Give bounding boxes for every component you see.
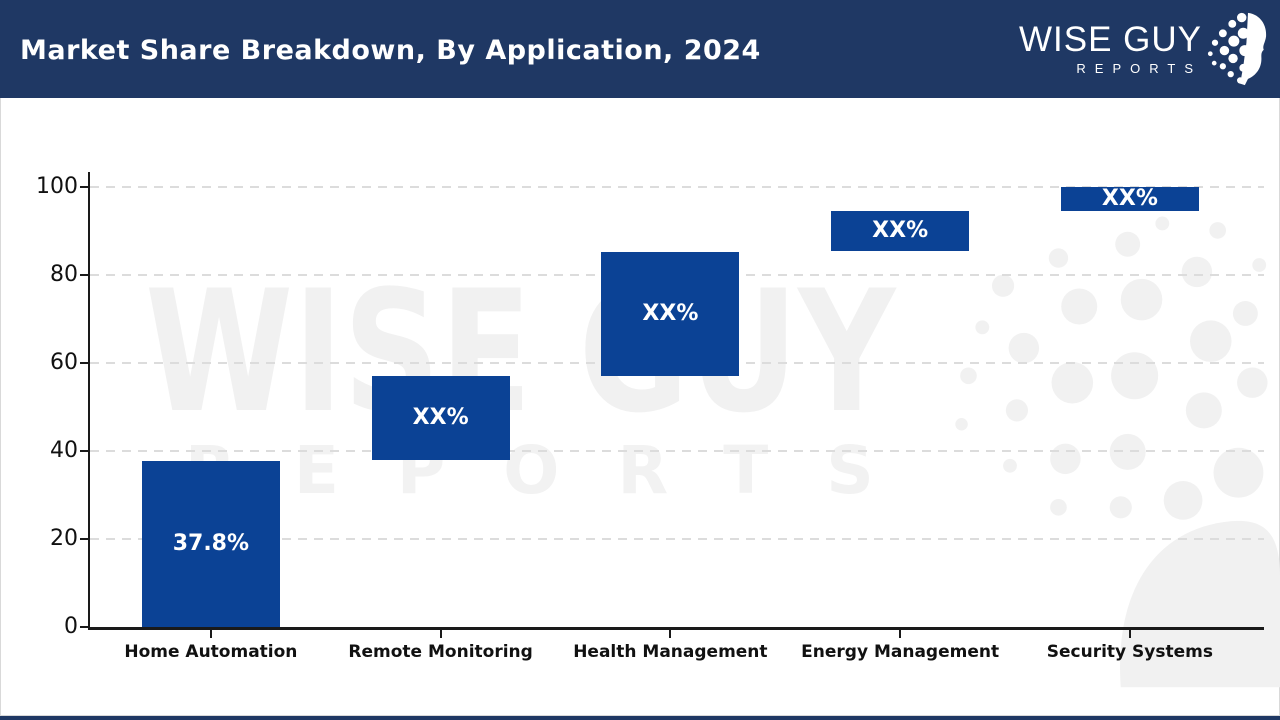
bar-value-label: XX% xyxy=(1101,186,1158,211)
gridline-40 xyxy=(90,450,1264,452)
bar-value-label: 37.8% xyxy=(172,530,250,556)
bar-value-label: XX% xyxy=(642,301,699,327)
y-tick-label: 0 xyxy=(64,614,78,639)
x-category-label: Health Management xyxy=(573,642,768,662)
brand-subname: REPORTS xyxy=(1076,61,1202,76)
y-tick-label: 60 xyxy=(50,350,78,375)
bar-remote-monitoring: XX% xyxy=(371,376,510,460)
watermark-brand-subtext: REPORTS xyxy=(185,432,932,509)
x-category-label: Home Automation xyxy=(124,642,298,662)
y-axis-line xyxy=(88,172,90,629)
y-tick-label: 40 xyxy=(50,438,78,463)
y-tick-0 xyxy=(80,626,88,628)
y-tick-80 xyxy=(80,274,88,276)
gridline-100 xyxy=(90,186,1264,188)
header-bar: Market Share Breakdown, By Application, … xyxy=(0,0,1280,98)
bar-value-label: XX% xyxy=(872,218,929,244)
brand-logo: WISE GUY REPORTS xyxy=(1019,10,1270,92)
y-tick-40 xyxy=(80,450,88,452)
bar-energy-management: XX% xyxy=(831,211,970,252)
x-tick-3 xyxy=(899,630,902,638)
brand-head-icon xyxy=(1204,10,1270,92)
x-tick-4 xyxy=(1128,630,1131,638)
x-tick-0 xyxy=(209,630,212,638)
y-tick-100 xyxy=(80,186,88,188)
y-tick-label: 80 xyxy=(50,262,78,287)
x-category-label: Energy Management xyxy=(801,642,1000,662)
bar-home-automation: 37.8% xyxy=(141,460,280,627)
y-tick-label: 100 xyxy=(36,174,78,199)
bar-security-systems: XX% xyxy=(1060,186,1199,212)
brand-logo-text: WISE GUY REPORTS xyxy=(1019,22,1202,76)
x-tick-1 xyxy=(439,630,442,638)
x-tick-2 xyxy=(669,630,672,638)
x-category-label: Remote Monitoring xyxy=(348,642,533,662)
y-tick-label: 20 xyxy=(50,526,78,551)
brand-name: WISE GUY xyxy=(1018,20,1202,59)
chart-title: Market Share Breakdown, By Application, … xyxy=(20,35,761,66)
y-tick-60 xyxy=(80,362,88,364)
gridline-20 xyxy=(90,538,1264,540)
bar-value-label: XX% xyxy=(412,405,469,431)
footer-bar xyxy=(0,716,1280,720)
watermark-head-icon xyxy=(920,200,1280,694)
bar-health-management: XX% xyxy=(601,252,740,377)
x-category-label: Security Systems xyxy=(1046,642,1213,662)
watermark-brand-text: WISE GUY xyxy=(145,254,896,450)
y-tick-20 xyxy=(80,538,88,540)
x-axis-line xyxy=(88,627,1264,630)
